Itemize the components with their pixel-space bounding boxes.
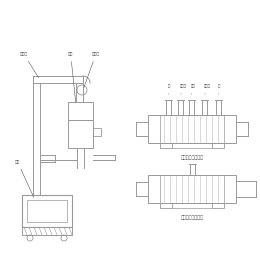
Text: 进料: 进料 [191,84,196,94]
Bar [93,128,101,136]
Text: 料箱: 料箱 [15,160,34,198]
Bar [22,227,72,235]
Bar [148,175,236,203]
Bar [212,203,224,208]
Text: 进: 进 [168,84,170,94]
Bar [160,175,224,203]
Bar [148,115,236,143]
Text: 顺气式真空上料机: 顺气式真空上料机 [180,155,204,160]
Bar [212,143,224,148]
Bar [160,203,172,208]
Bar [22,195,72,227]
Bar [27,200,67,222]
Bar [160,143,172,148]
Bar [68,102,93,120]
Bar [68,120,93,148]
Text: 过滤网: 过滤网 [84,52,100,87]
Text: 出: 出 [218,84,220,94]
Text: 料斗: 料斗 [68,52,76,102]
Text: 吸料管: 吸料管 [20,52,38,78]
Bar [160,115,224,143]
Text: 排料口: 排料口 [204,84,211,94]
Text: 逆气式真空上料机: 逆气式真空上料机 [180,215,204,220]
Text: 出料口: 出料口 [180,84,187,94]
